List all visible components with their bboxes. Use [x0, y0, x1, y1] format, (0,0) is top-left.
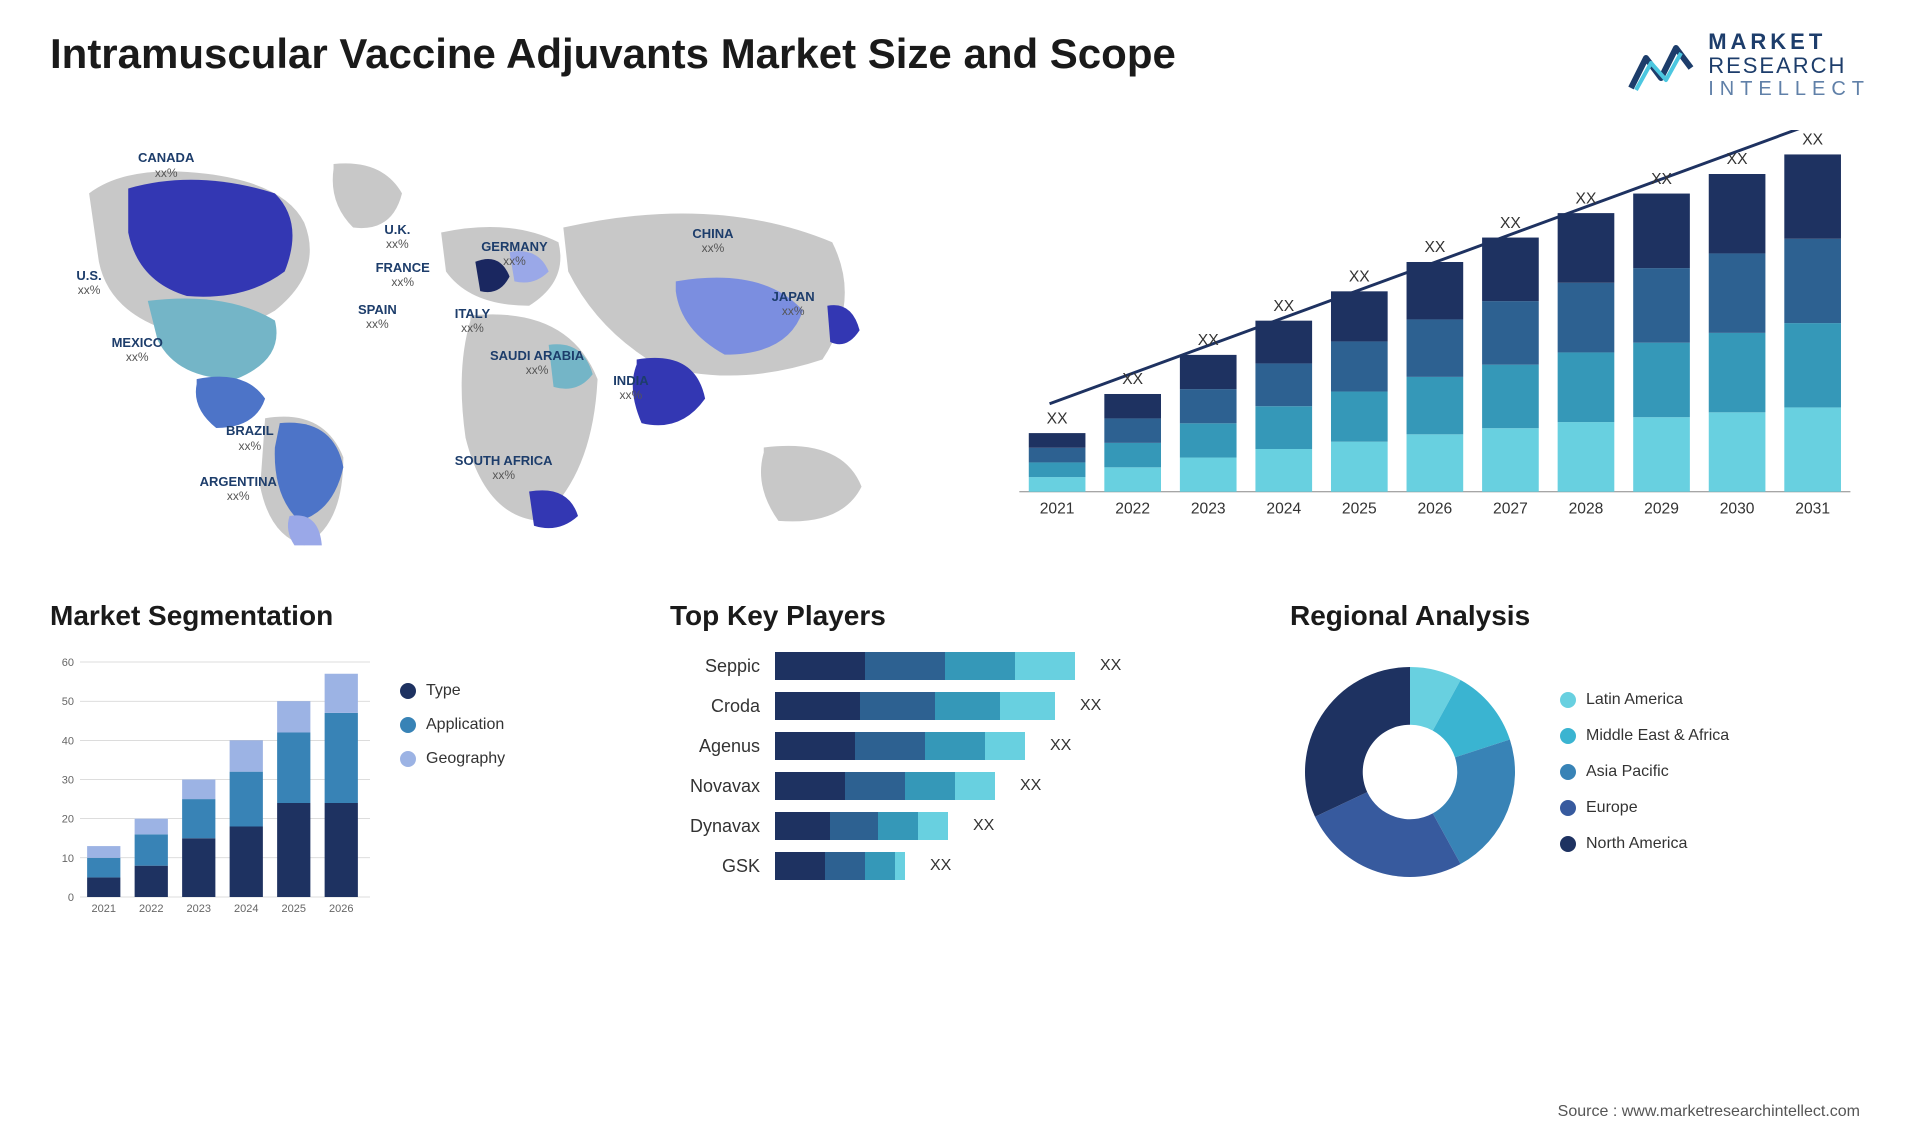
player-row: GSKXX	[670, 852, 1250, 880]
country-label: GERMANYxx%	[481, 240, 547, 269]
player-row: CrodaXX	[670, 692, 1250, 720]
legend-item: Type	[400, 682, 505, 700]
segmentation-title: Market Segmentation	[50, 600, 630, 632]
country-label: SPAINxx%	[358, 303, 397, 332]
svg-text:XX: XX	[1273, 298, 1294, 315]
svg-text:2023: 2023	[1191, 501, 1226, 518]
svg-text:0: 0	[68, 892, 74, 904]
logo-line1: MARKET	[1708, 30, 1870, 54]
svg-text:2024: 2024	[1266, 501, 1301, 518]
svg-text:XX: XX	[1198, 332, 1219, 349]
legend-item: Europe	[1560, 799, 1729, 817]
segmentation-chart-svg: 0 10 20 30 40 50 60 2021 2022 2023 2024 2025 2026	[50, 652, 370, 922]
regional-title: Regional Analysis	[1290, 600, 1870, 632]
player-row: NovavaxXX	[670, 772, 1250, 800]
players-panel: Top Key Players SeppicXX CrodaXX AgenusXX N…	[670, 600, 1250, 922]
svg-text:2029: 2029	[1644, 501, 1679, 518]
svg-text:XX: XX	[1424, 240, 1445, 257]
segmentation-legend: Type Application Geography	[400, 652, 505, 922]
legend-item: Application	[400, 716, 505, 734]
svg-text:XX: XX	[1802, 132, 1823, 149]
legend-item: Geography	[400, 750, 505, 768]
svg-text:2028: 2028	[1569, 501, 1604, 518]
legend-item: Asia Pacific	[1560, 763, 1729, 781]
svg-text:XX: XX	[1122, 372, 1143, 389]
regional-legend: Latin America Middle East & Africa Asia Pa…	[1560, 691, 1729, 853]
svg-text:XX: XX	[1500, 215, 1521, 232]
segmentation-panel: Market Segmentation 0 10 20 30 40 50 60 2021 202…	[50, 600, 630, 922]
svg-text:2026: 2026	[329, 903, 353, 915]
svg-text:2025: 2025	[1342, 501, 1377, 518]
country-label: CHINAxx%	[692, 227, 733, 256]
svg-text:50: 50	[62, 697, 74, 709]
country-label: MEXICOxx%	[112, 336, 163, 365]
growth-chart-panel: XX 2021 XX 2022 XX 2023 XX 2024 XX 2025 XX 2026 XX 20…	[990, 130, 1870, 550]
svg-text:XX: XX	[1651, 171, 1672, 188]
country-label: JAPANxx%	[772, 290, 815, 319]
player-row: AgenusXX	[670, 732, 1250, 760]
players-title: Top Key Players	[670, 600, 1250, 632]
country-label: CANADAxx%	[138, 151, 194, 180]
country-label: U.K.xx%	[384, 223, 410, 252]
svg-text:2025: 2025	[282, 903, 306, 915]
country-label: BRAZILxx%	[226, 424, 274, 453]
svg-text:XX: XX	[1349, 269, 1370, 286]
svg-text:XX: XX	[1576, 191, 1597, 208]
header: Intramuscular Vaccine Adjuvants Market S…	[50, 30, 1870, 100]
legend-item: North America	[1560, 835, 1729, 853]
page-title: Intramuscular Vaccine Adjuvants Market S…	[50, 30, 1176, 78]
legend-item: Middle East & Africa	[1560, 727, 1729, 745]
svg-text:XX: XX	[1727, 152, 1748, 169]
svg-text:2027: 2027	[1493, 501, 1528, 518]
legend-item: Latin America	[1560, 691, 1729, 709]
svg-text:2031: 2031	[1795, 501, 1830, 518]
svg-text:2030: 2030	[1720, 501, 1755, 518]
country-label: ITALYxx%	[455, 307, 490, 336]
player-row: DynavaxXX	[670, 812, 1250, 840]
svg-text:XX: XX	[1047, 411, 1068, 428]
world-map-svg	[50, 130, 930, 550]
player-row: SeppicXX	[670, 652, 1250, 680]
world-map-panel: CANADAxx% U.S.xx% MEXICOxx% BRAZILxx% ARGENT…	[50, 130, 930, 550]
regional-panel: Regional Analysis Latin America Middle Ea…	[1290, 600, 1870, 922]
svg-text:60: 60	[62, 657, 74, 669]
country-label: SOUTH AFRICAxx%	[455, 454, 553, 483]
svg-text:2022: 2022	[139, 903, 163, 915]
svg-text:2021: 2021	[1040, 501, 1075, 518]
svg-text:2024: 2024	[234, 903, 258, 915]
country-label: INDIAxx%	[613, 374, 648, 403]
svg-text:20: 20	[62, 814, 74, 826]
logo-line3: INTELLECT	[1708, 78, 1870, 100]
svg-text:40: 40	[62, 736, 74, 748]
players-chart: SeppicXX CrodaXX AgenusXX NovavaxXX DynavaxX…	[670, 652, 1250, 880]
country-label: U.S.xx%	[76, 269, 101, 298]
country-label: SAUDI ARABIAxx%	[490, 349, 584, 378]
svg-text:2022: 2022	[1115, 501, 1150, 518]
svg-text:2026: 2026	[1417, 501, 1452, 518]
logo-line2: RESEARCH	[1708, 54, 1870, 78]
svg-text:2021: 2021	[92, 903, 116, 915]
svg-text:2023: 2023	[187, 903, 211, 915]
bottom-row: Market Segmentation 0 10 20 30 40 50 60 2021 202…	[50, 600, 1870, 922]
svg-text:30: 30	[62, 775, 74, 787]
svg-text:10: 10	[62, 853, 74, 865]
country-label: FRANCExx%	[376, 261, 430, 290]
logo-icon	[1626, 38, 1696, 93]
regional-donut-svg	[1290, 652, 1530, 892]
country-label: ARGENTINAxx%	[200, 475, 277, 504]
logo: MARKET RESEARCH INTELLECT	[1626, 30, 1870, 100]
source-text: Source : www.marketresearchintellect.com	[1558, 1103, 1860, 1121]
growth-chart-svg: XX 2021 XX 2022 XX 2023 XX 2024 XX 2025 XX 2026 XX 20…	[990, 130, 1870, 541]
top-row: CANADAxx% U.S.xx% MEXICOxx% BRAZILxx% ARGENT…	[50, 130, 1870, 550]
